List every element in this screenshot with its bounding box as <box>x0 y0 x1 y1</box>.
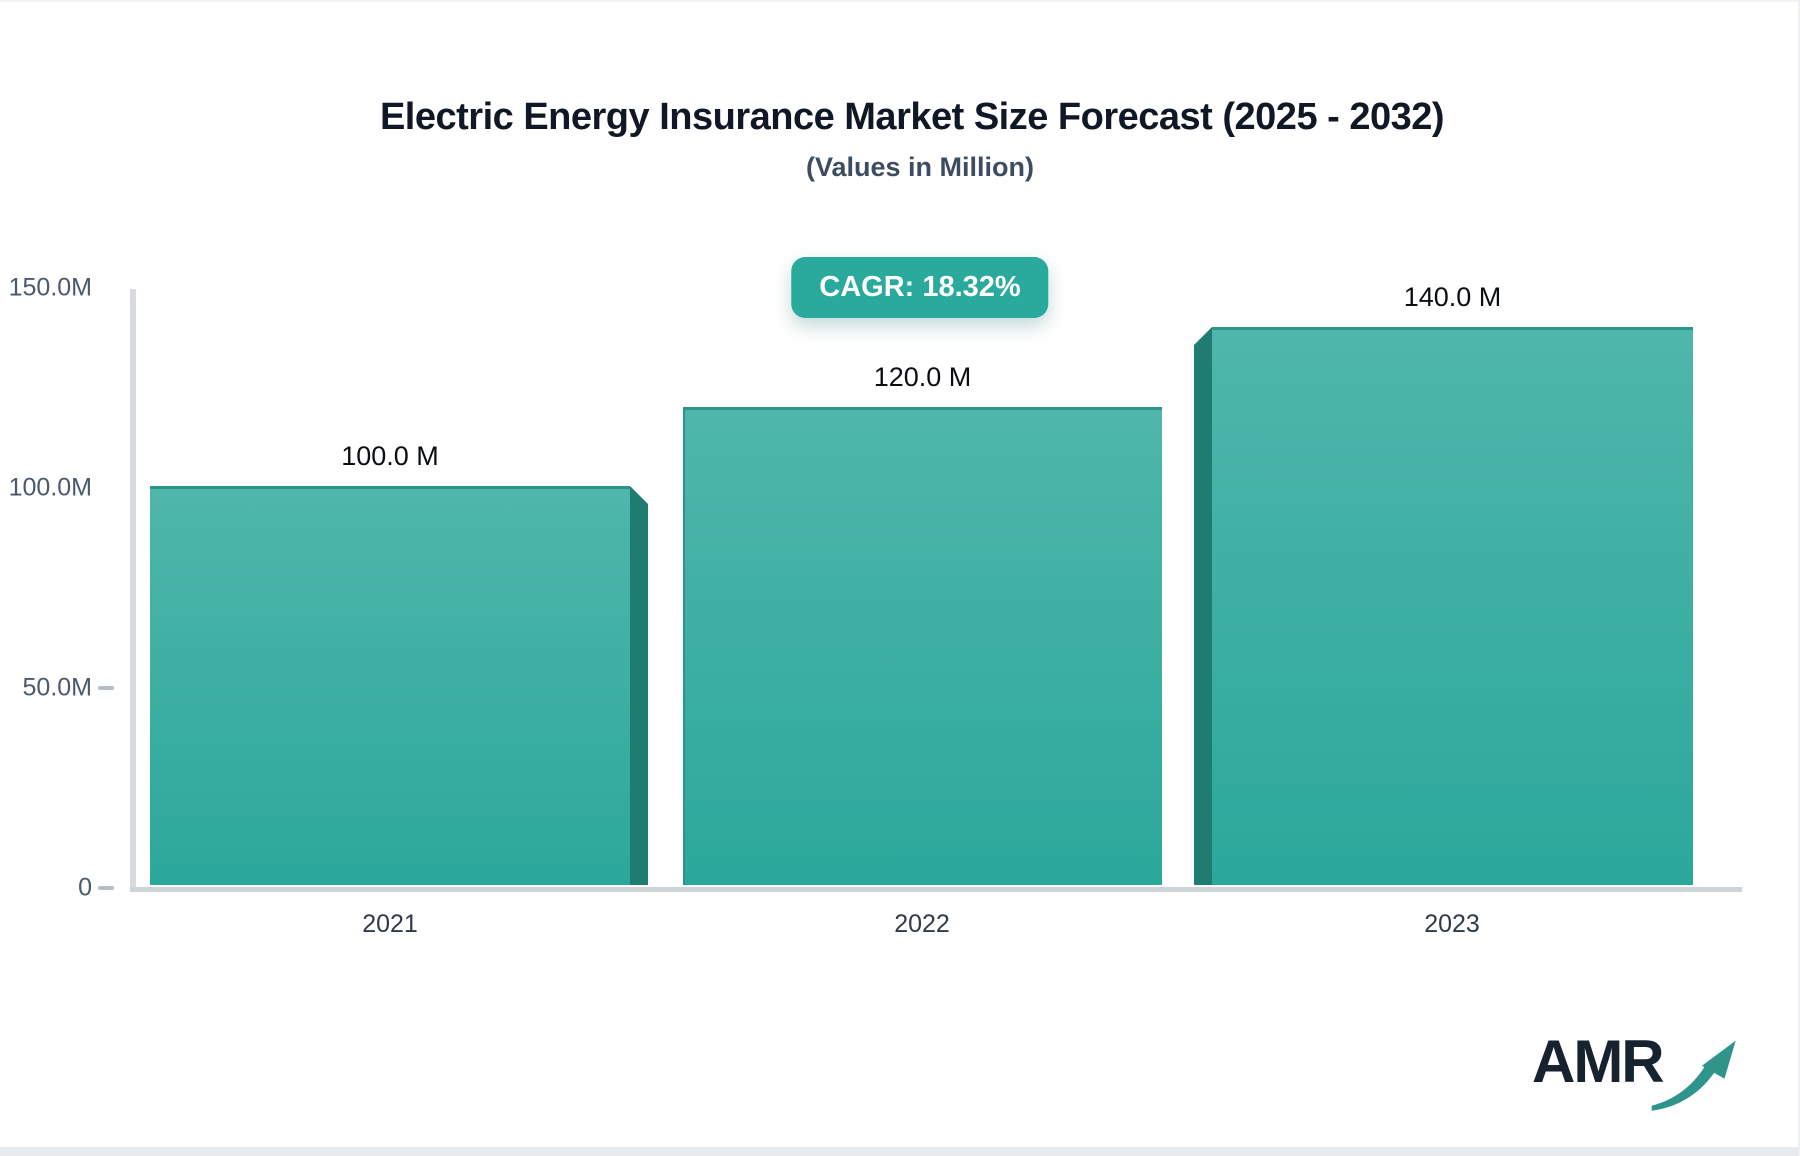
bar-2023: 140.0 M <box>1194 245 1693 885</box>
trend-up-arrow-icon <box>1651 1040 1736 1111</box>
bar-face-2021 <box>150 486 630 885</box>
y-tick-mark-0 <box>98 886 114 890</box>
y-tick-label-100m: 100.0M <box>8 473 92 502</box>
chart-subtitle: (Values in Million) <box>805 152 1035 182</box>
x-tick-label-2022: 2022 <box>894 910 950 938</box>
y-axis-line <box>130 289 136 887</box>
x-tick-label-2023: 2023 <box>1424 910 1480 938</box>
bar-face-2023 <box>1212 327 1693 885</box>
amr-logo-text: AMR <box>1532 1028 1665 1095</box>
x-tick-label-2021: 2021 <box>362 910 418 938</box>
bar-3d-side-2023 <box>1194 327 1212 885</box>
chart-title: Electric Energy Insurance Market Size Fo… <box>379 96 1445 138</box>
bar-value-label-2021: 100.0 M <box>341 441 439 471</box>
y-tick-mark-50m <box>98 686 114 690</box>
page-bottom-border <box>0 1147 1798 1156</box>
y-tick-label-0: 0 <box>78 873 92 902</box>
bar-value-label-2022: 120.0 M <box>873 362 972 392</box>
cagr-badge: CAGR: 18.32% <box>791 257 1049 318</box>
x-axis-line <box>130 887 1742 892</box>
bar-2022: 120.0 M <box>683 245 1162 885</box>
y-tick-label-50m: 50.0M <box>22 673 92 702</box>
bar-2021: 100.0 M <box>150 245 648 885</box>
bar-face-2022 <box>683 407 1162 885</box>
bar-3d-side-2021 <box>630 486 648 885</box>
y-tick-label-150m: 150.0M <box>8 273 92 302</box>
amr-logo: AMR <box>1532 1032 1741 1116</box>
bar-value-label-2023: 140.0 M <box>1403 282 1502 312</box>
